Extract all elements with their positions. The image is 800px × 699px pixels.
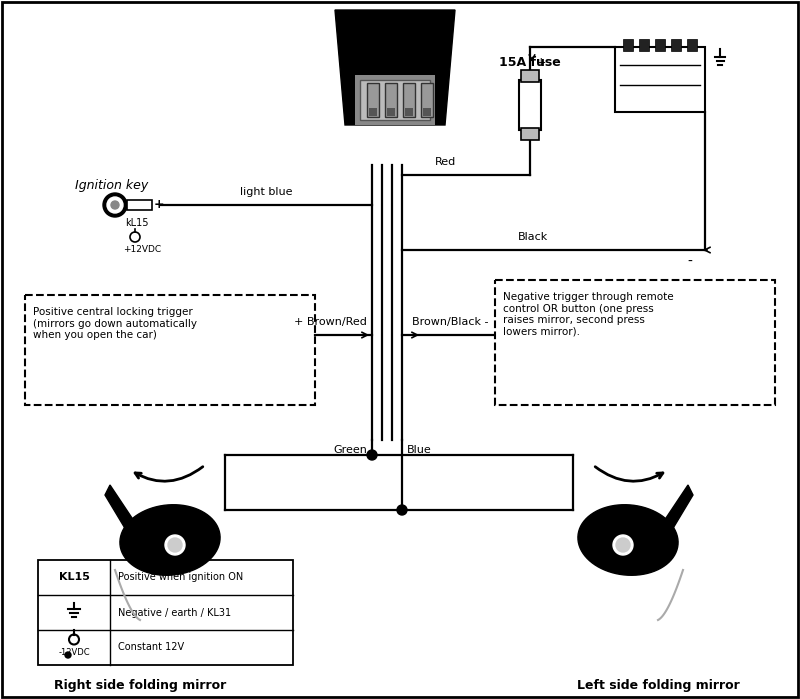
Bar [367,83,379,117]
Bar [423,108,431,116]
Polygon shape [105,485,140,545]
Circle shape [367,450,377,460]
Bar [655,39,665,51]
Text: KL15: KL15 [58,572,90,582]
Text: Red: Red [435,157,457,167]
Text: +: + [536,57,546,69]
Text: Constant 12V: Constant 12V [118,642,184,652]
Text: + Brown/Red: + Brown/Red [294,317,367,327]
Polygon shape [120,505,220,575]
Bar [521,128,539,140]
Circle shape [168,538,182,552]
Bar [405,108,413,116]
Circle shape [616,538,630,552]
Text: +12VDC: +12VDC [123,245,161,254]
Bar [615,47,705,112]
Text: 15A fuse: 15A fuse [499,55,561,69]
Bar [519,80,541,130]
Text: Blue: Blue [407,445,432,455]
Bar [671,39,681,51]
Circle shape [111,201,119,209]
Circle shape [397,505,407,515]
Bar [355,75,435,125]
Bar [387,108,395,116]
Text: kL15: kL15 [125,218,149,228]
Bar [127,200,152,210]
Bar [38,560,293,665]
Text: -: - [687,255,693,269]
Bar [360,80,430,120]
Text: -12VDC: -12VDC [58,648,90,657]
Bar [521,70,539,82]
Bar [623,39,633,51]
Polygon shape [658,485,693,545]
Text: Left side folding mirror: Left side folding mirror [577,679,739,691]
Text: light blue: light blue [240,187,292,197]
Text: Green: Green [333,445,367,455]
Text: +: + [154,199,165,212]
Text: Right side folding mirror: Right side folding mirror [54,679,226,691]
Circle shape [103,193,127,217]
Text: Ignition key: Ignition key [75,178,148,192]
Circle shape [65,652,71,658]
Bar [403,83,415,117]
Text: Positive central locking trigger
(mirrors go down automatically
when you open th: Positive central locking trigger (mirror… [33,307,197,340]
Text: Brown/Black -: Brown/Black - [412,317,489,327]
Text: Negative / earth / KL31: Negative / earth / KL31 [118,607,231,617]
Bar [369,108,377,116]
Polygon shape [335,10,455,125]
Polygon shape [578,505,678,575]
Bar [421,83,433,117]
Text: Black: Black [518,232,548,242]
Text: Negative trigger through remote
control OR button (one press
raises mirror, seco: Negative trigger through remote control … [503,292,674,337]
Bar [385,83,397,117]
Circle shape [107,197,123,213]
Text: Positive when ignition ON: Positive when ignition ON [118,572,243,582]
Bar [639,39,649,51]
Circle shape [165,535,185,555]
Bar [687,39,697,51]
Circle shape [613,535,633,555]
